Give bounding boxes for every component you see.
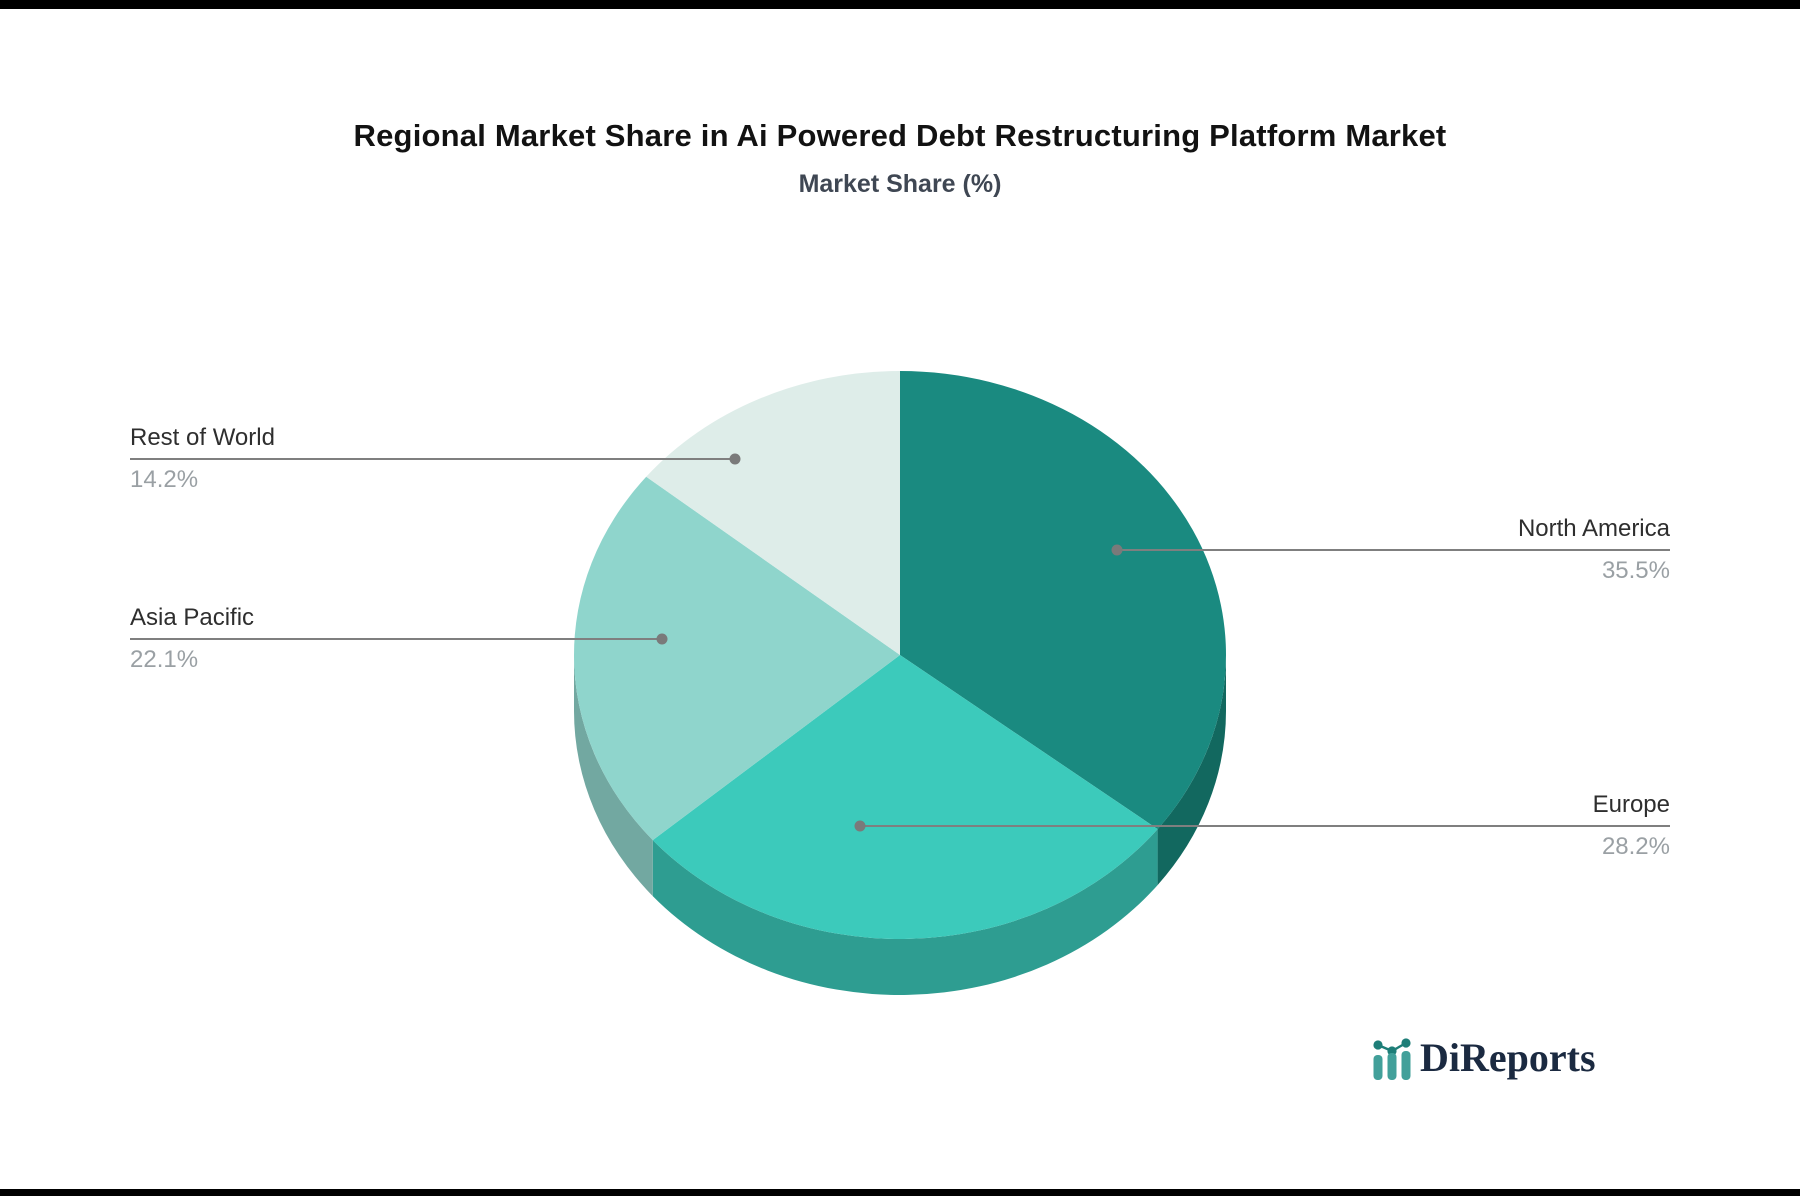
callout-label: Asia Pacific bbox=[130, 604, 255, 631]
bar-line-chart-icon bbox=[1373, 1038, 1411, 1080]
pie-slice-side-europe bbox=[652, 829, 1158, 996]
callout-percent: 14.2% bbox=[130, 466, 199, 493]
pie-slice-europe bbox=[652, 655, 1158, 940]
pie-slice-side-asia-pacific bbox=[573, 655, 653, 897]
bottom-border-bar bbox=[0, 1189, 1800, 1196]
pie-slice-rest-of-world bbox=[646, 371, 900, 655]
top-border-bar bbox=[0, 0, 1800, 9]
callout-europe: Europe 28.2% bbox=[1210, 790, 1670, 862]
logo-text: DiReports bbox=[1420, 1035, 1596, 1080]
callout-north-america: North America 35.5% bbox=[1210, 514, 1670, 586]
callout-percent: 22.1% bbox=[130, 646, 199, 673]
pie-slice-asia-pacific bbox=[573, 476, 900, 841]
callout-label: Europe bbox=[1592, 791, 1670, 818]
callout-dot bbox=[729, 453, 741, 465]
chart-title: Regional Market Share in Ai Powered Debt… bbox=[353, 118, 1447, 153]
callout-percent: 35.5% bbox=[1601, 557, 1670, 584]
callout-asia-pacific: Asia Pacific 22.1% bbox=[130, 603, 590, 675]
callout-label: North America bbox=[1517, 515, 1670, 542]
pie-slice-side-north-america bbox=[1157, 655, 1226, 886]
direports-logo: DiReports bbox=[1373, 1036, 1596, 1080]
callout-dot bbox=[1111, 544, 1123, 556]
callout-dot bbox=[656, 633, 668, 645]
callout-rest-of-world: Rest of World 14.2% bbox=[130, 423, 590, 495]
pie-slice-north-america bbox=[900, 370, 1227, 830]
callout-dot bbox=[854, 820, 866, 832]
chart-subtitle: Market Share (%) bbox=[798, 170, 1002, 198]
callout-label: Rest of World bbox=[130, 424, 275, 451]
callout-percent: 28.2% bbox=[1601, 833, 1670, 860]
